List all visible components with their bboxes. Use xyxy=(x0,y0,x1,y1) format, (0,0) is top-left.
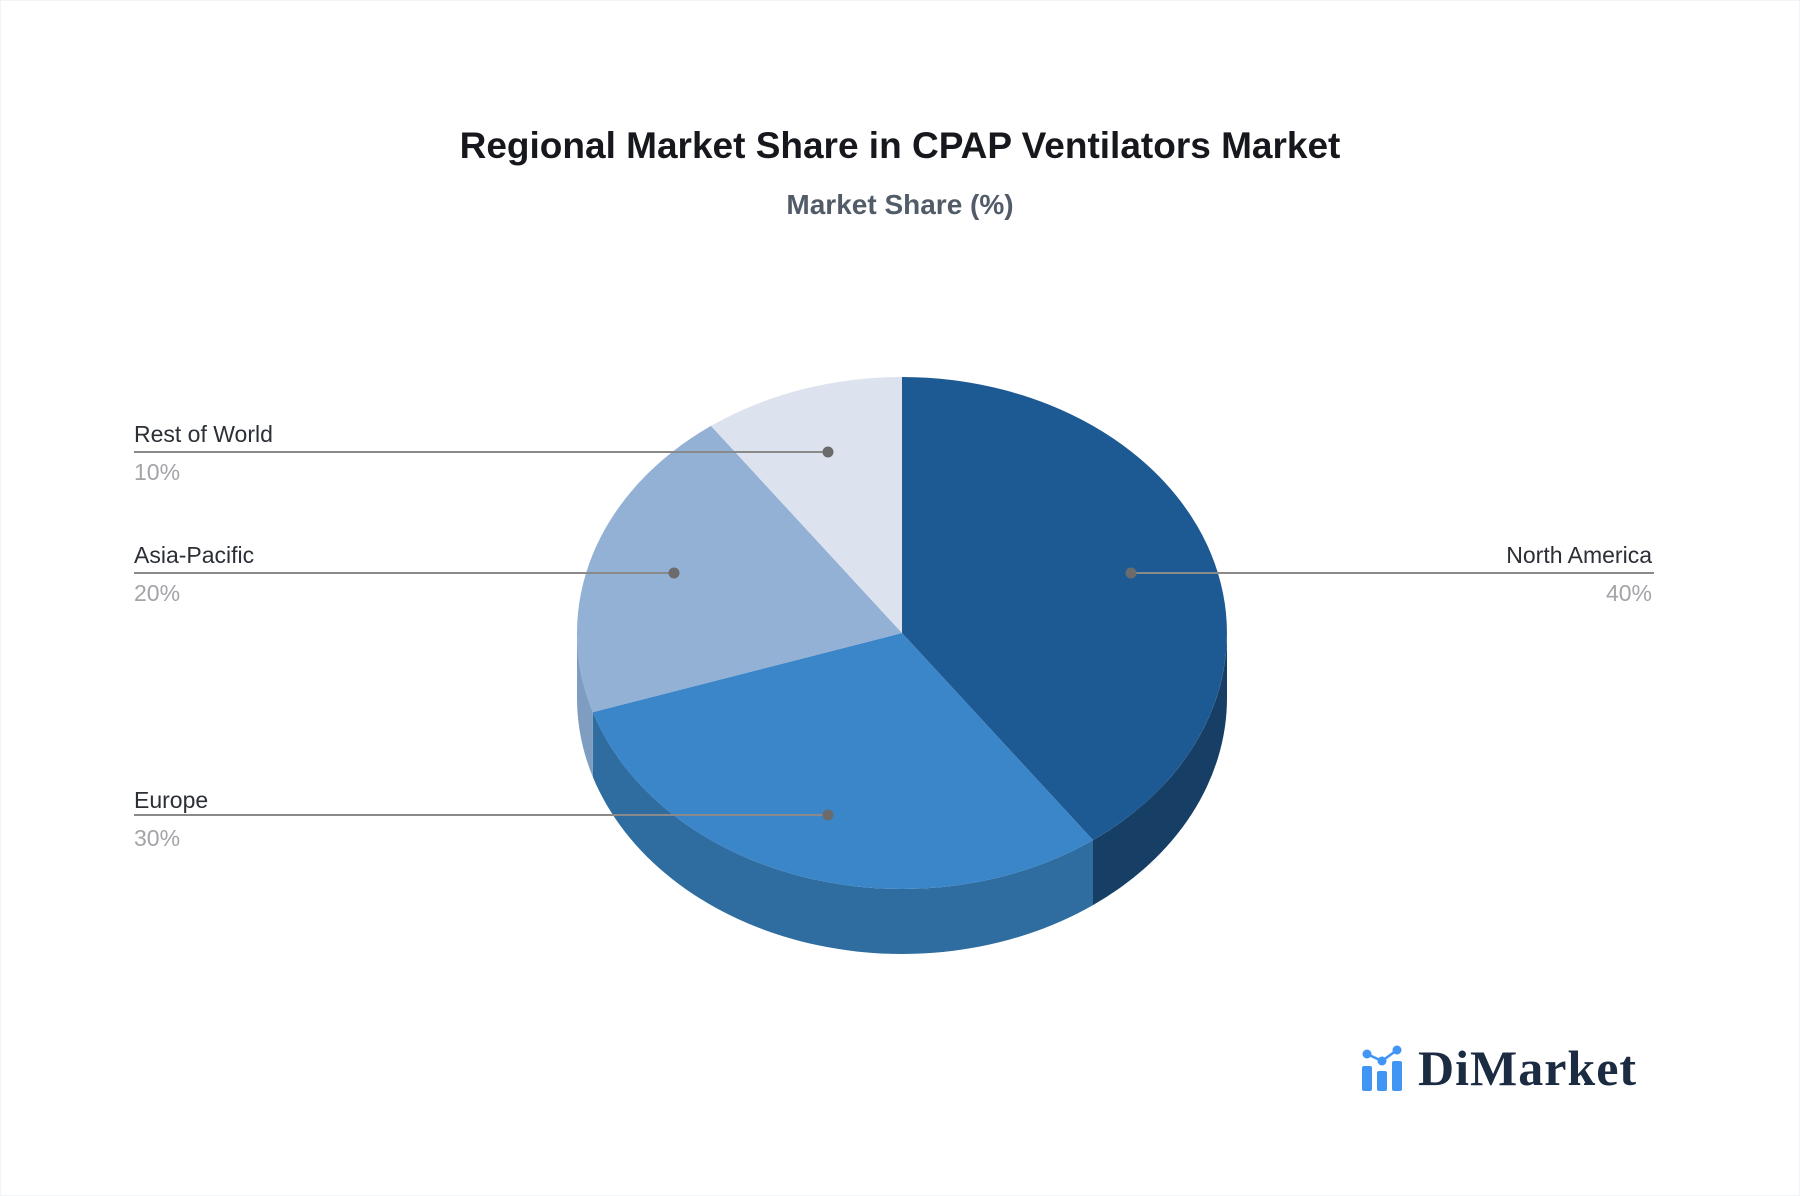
leader-dot-rest-of-world xyxy=(822,446,834,458)
slice-value: 30% xyxy=(134,825,181,851)
pie-slice-side-europe xyxy=(592,712,1093,954)
callout-asia-pacific: Asia-Pacific 20% xyxy=(134,541,254,607)
logo-text: DiMarket xyxy=(1418,1040,1638,1096)
leader-dot-north-america xyxy=(1125,567,1137,579)
slice-label: North America xyxy=(1506,542,1652,568)
leader-dot-asia-pacific xyxy=(668,567,680,579)
leader-dot-europe xyxy=(822,809,834,821)
slice-value: 40% xyxy=(1605,580,1652,606)
pie-slice-side-asia-pacific xyxy=(577,633,593,778)
pie-slice-side-north-america xyxy=(1093,633,1227,906)
bar-chart-logo-icon xyxy=(1362,1045,1402,1091)
slice-label: Asia-Pacific xyxy=(134,542,255,568)
pie-slice-europe[interactable] xyxy=(592,633,1093,889)
callout-europe: Europe 30% xyxy=(134,786,208,852)
slice-label: Rest of World xyxy=(134,421,273,447)
slice-value: 10% xyxy=(134,459,181,485)
pie-slice-rest-of-world[interactable] xyxy=(711,377,902,633)
slice-value: 20% xyxy=(134,580,181,606)
chart-subtitle: Market Share (%) xyxy=(786,189,1014,220)
chart-title: Regional Market Share in CPAP Ventilator… xyxy=(459,125,1341,166)
callout-rest-of-world: Rest of World 10% xyxy=(134,420,273,486)
pie-slice-asia-pacific[interactable] xyxy=(577,425,902,713)
slice-label: Europe xyxy=(134,787,209,813)
callout-north-america: North America 40% xyxy=(1506,541,1652,607)
pie-slice-north-america[interactable] xyxy=(902,377,1227,841)
dimarket-logo: DiMarket xyxy=(1361,1040,1638,1096)
